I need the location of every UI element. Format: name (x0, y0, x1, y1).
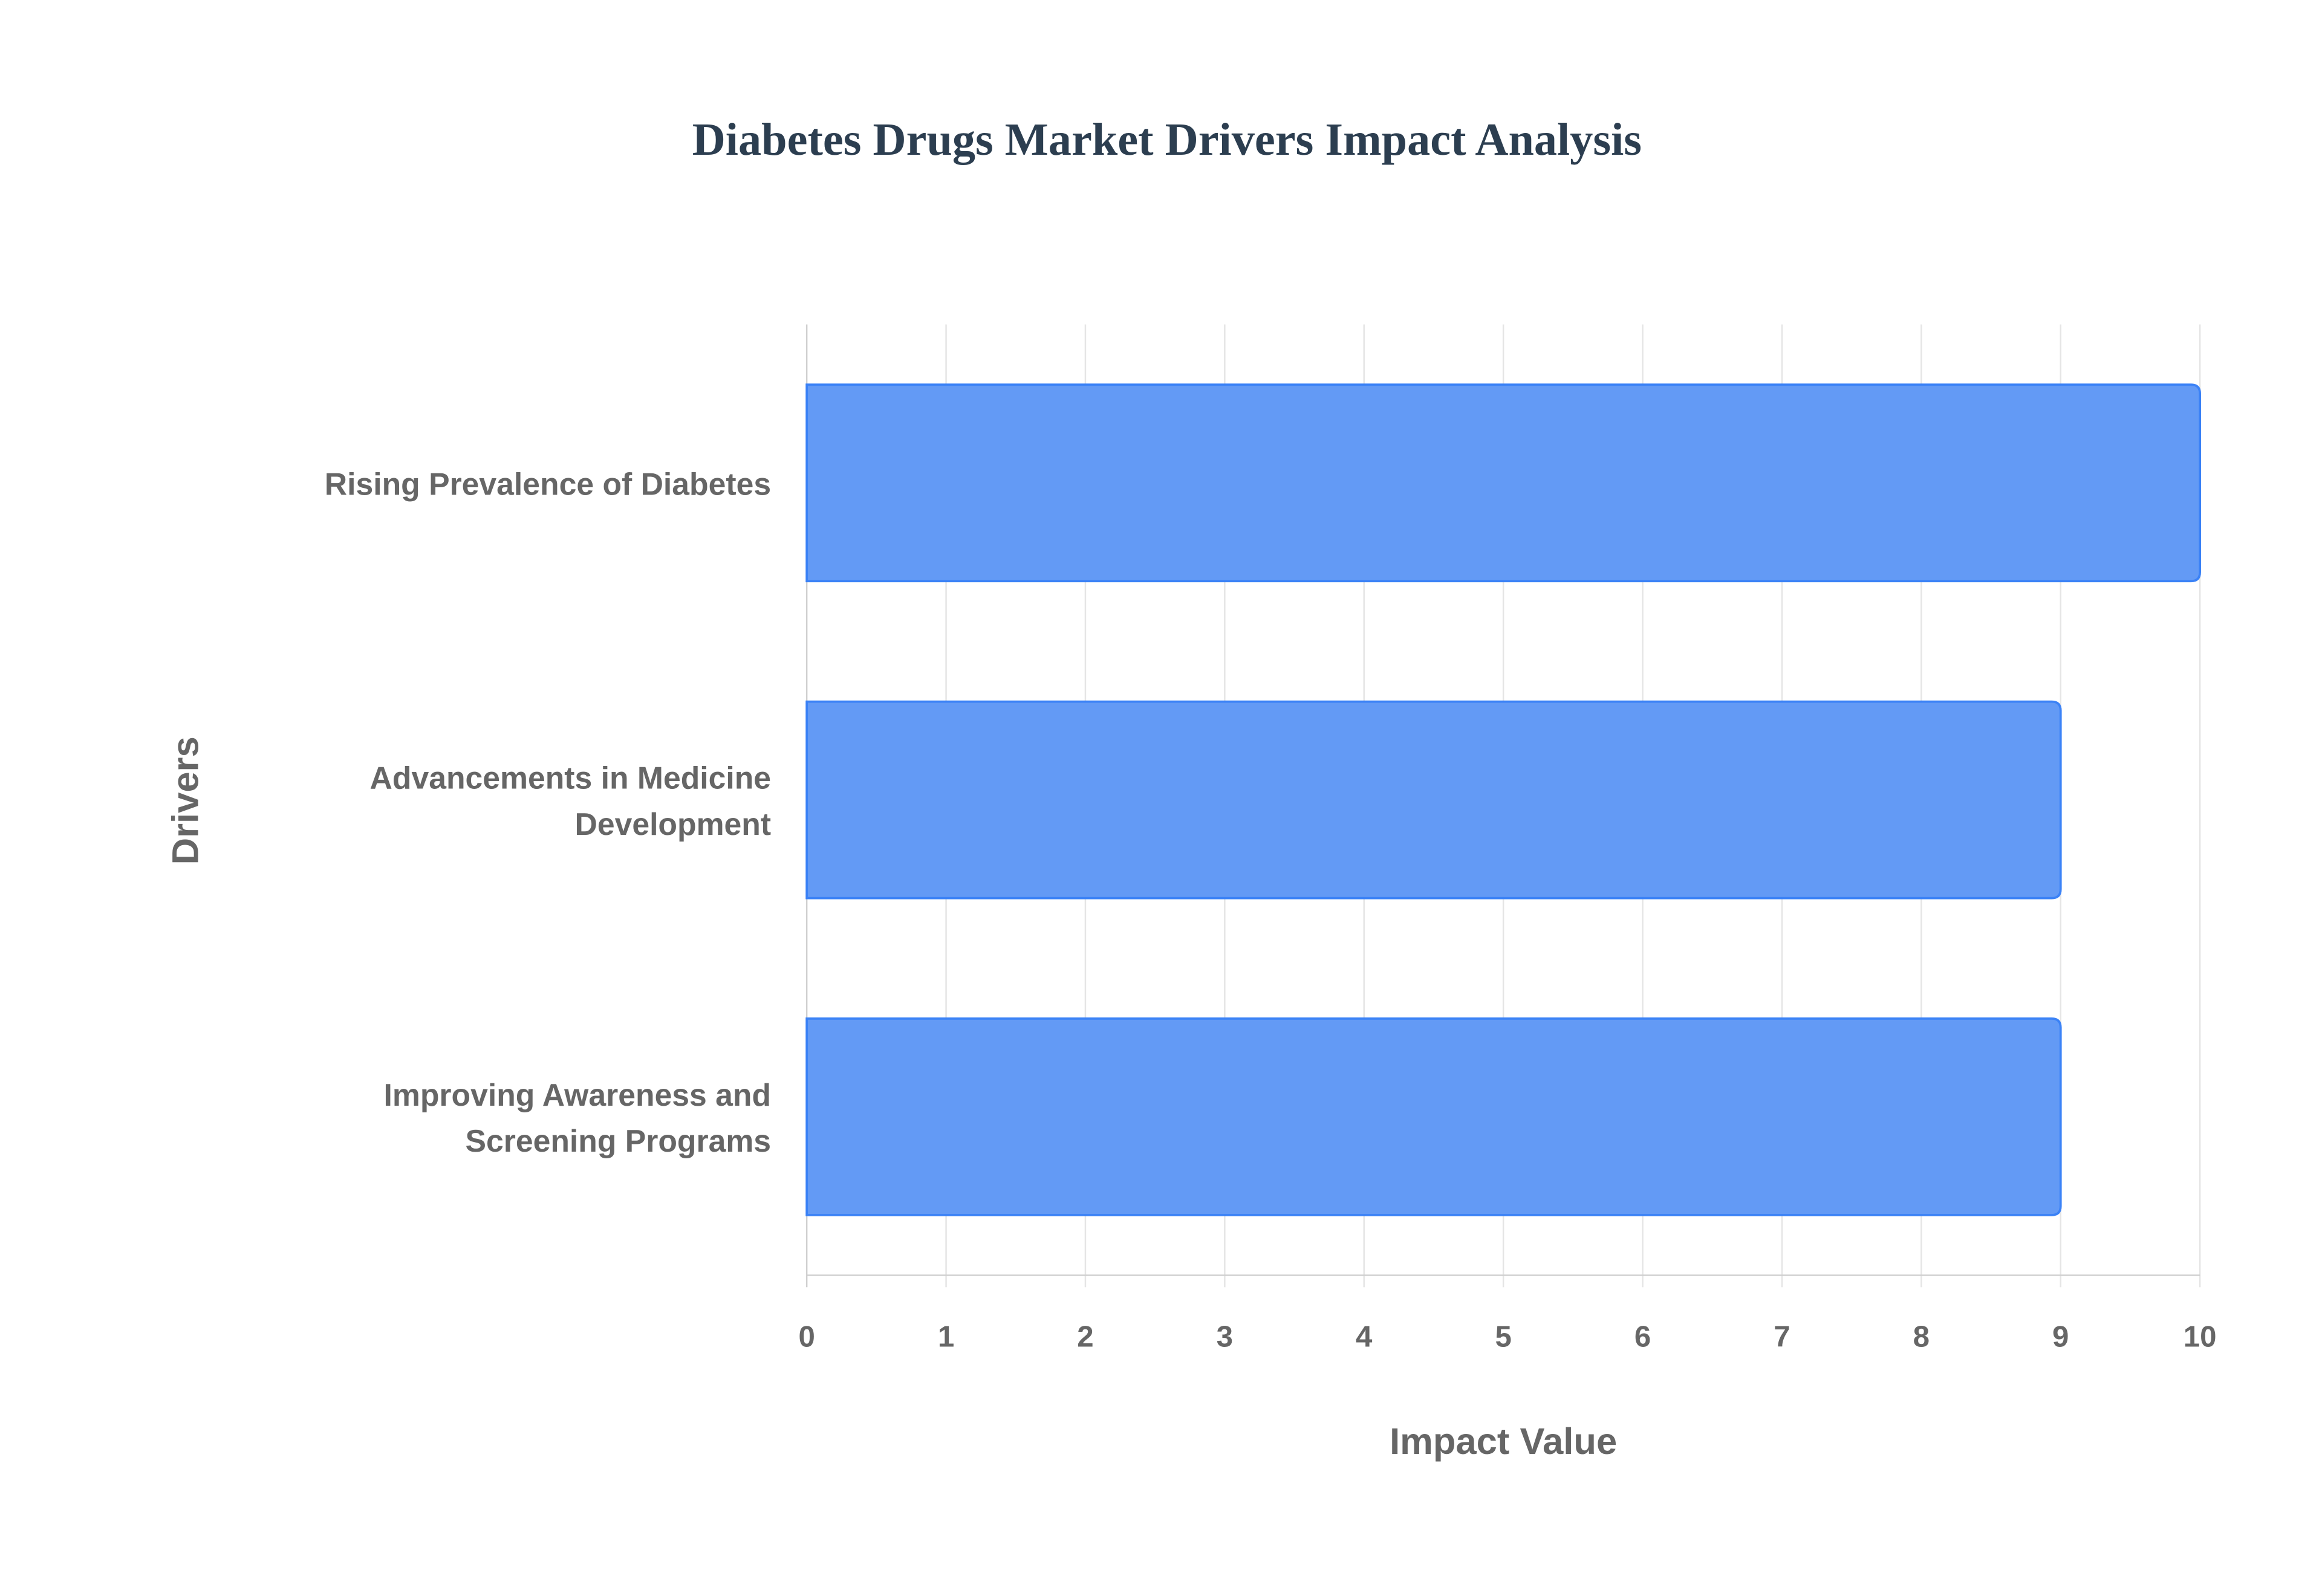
bar[interactable] (805, 1017, 2062, 1216)
x-tick-label: 1 (938, 1320, 954, 1354)
x-tick-label: 3 (1217, 1320, 1233, 1354)
x-tick-label: 8 (1913, 1320, 1930, 1354)
x-tick-label: 5 (1495, 1320, 1511, 1354)
y-category-labels: Rising Prevalence of Diabetes Advancement… (325, 466, 771, 1158)
chart-title: Diabetes Drugs Market Drivers Impact Ana… (692, 114, 1642, 165)
x-tick-label: 0 (798, 1320, 815, 1354)
bars (805, 383, 2201, 1216)
bar[interactable] (805, 383, 2201, 583)
bar[interactable] (805, 700, 2062, 900)
y-category-label: Development (575, 806, 772, 842)
x-tick-label: 10 (2184, 1320, 2217, 1354)
x-tick-labels: 0 1 2 3 4 5 6 7 8 9 10 (798, 1320, 2216, 1354)
x-tick-label: 2 (1077, 1320, 1093, 1354)
x-tick-label: 7 (1774, 1320, 1790, 1354)
y-axis-title: Drivers (164, 736, 206, 864)
x-tick-label: 6 (1634, 1320, 1651, 1354)
x-tick-label: 9 (2052, 1320, 2069, 1354)
y-category-label: Advancements in Medicine (370, 761, 772, 796)
x-tick-label: 4 (1356, 1320, 1373, 1354)
y-category-label: Rising Prevalence of Diabetes (325, 466, 771, 501)
x-axis-title: Impact Value (1390, 1421, 1617, 1462)
y-category-label: Improving Awareness and (384, 1077, 772, 1112)
y-category-label: Screening Programs (465, 1123, 771, 1158)
